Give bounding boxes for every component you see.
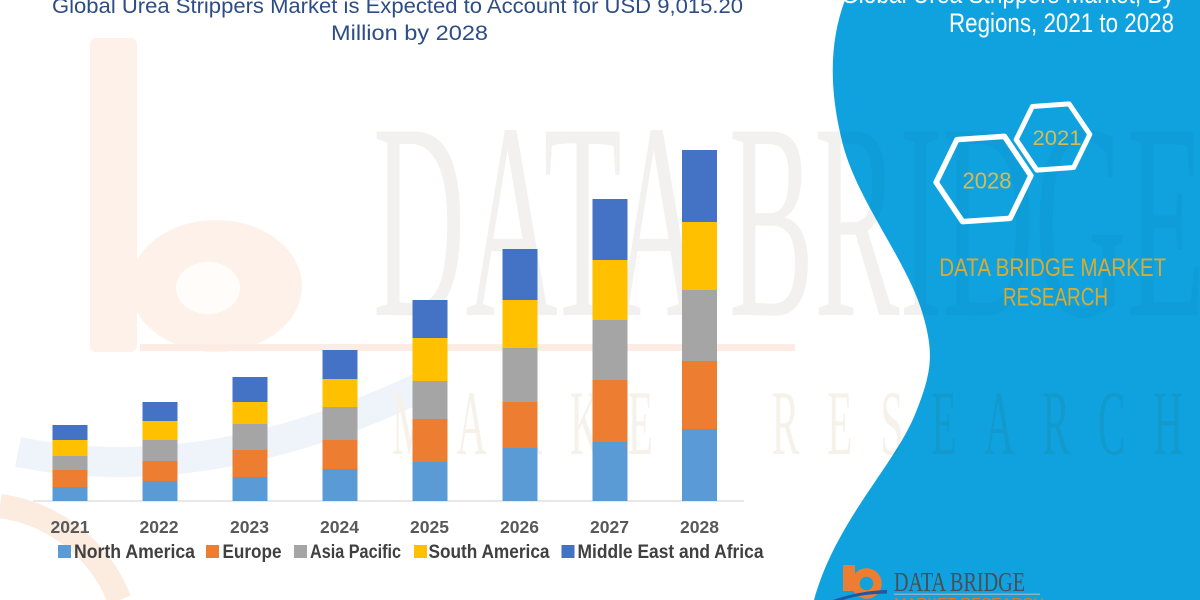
svg-text:North America: North America bbox=[74, 542, 195, 563]
svg-text:2027: 2027 bbox=[590, 517, 629, 537]
svg-text:Regions, 2021 to 2028: Regions, 2021 to 2028 bbox=[949, 8, 1174, 38]
svg-text:RESEARCH: RESEARCH bbox=[1003, 284, 1108, 312]
svg-text:Million by 2028: Million by 2028 bbox=[331, 21, 488, 45]
svg-text:2021: 2021 bbox=[1033, 127, 1082, 150]
svg-text:DATA BRIDGE MARKET: DATA BRIDGE MARKET bbox=[939, 254, 1166, 282]
svg-text:2023: 2023 bbox=[230, 517, 269, 537]
svg-text:2028: 2028 bbox=[680, 517, 719, 537]
svg-text:2021: 2021 bbox=[51, 517, 90, 537]
svg-text:Asia Pacific: Asia Pacific bbox=[310, 542, 401, 563]
svg-text:2026: 2026 bbox=[500, 517, 539, 537]
svg-text:Europe: Europe bbox=[223, 542, 282, 563]
svg-text:2025: 2025 bbox=[410, 517, 449, 537]
svg-text:DATA BRIDGE: DATA BRIDGE bbox=[894, 567, 1025, 597]
svg-text:Global Urea Strippers Market,: Global Urea Strippers Market, By bbox=[841, 0, 1174, 9]
svg-text:MARKET RESEARCH: MARKET RESEARCH bbox=[894, 596, 1044, 600]
svg-text:2028: 2028 bbox=[963, 168, 1012, 194]
svg-text:Middle East and Africa: Middle East and Africa bbox=[578, 542, 764, 563]
svg-text:2024: 2024 bbox=[320, 517, 359, 537]
svg-text:Global Urea Strippers Market i: Global Urea Strippers Market is Expected… bbox=[52, 0, 743, 18]
svg-text:2022: 2022 bbox=[140, 517, 179, 537]
svg-text:South America: South America bbox=[429, 542, 550, 563]
